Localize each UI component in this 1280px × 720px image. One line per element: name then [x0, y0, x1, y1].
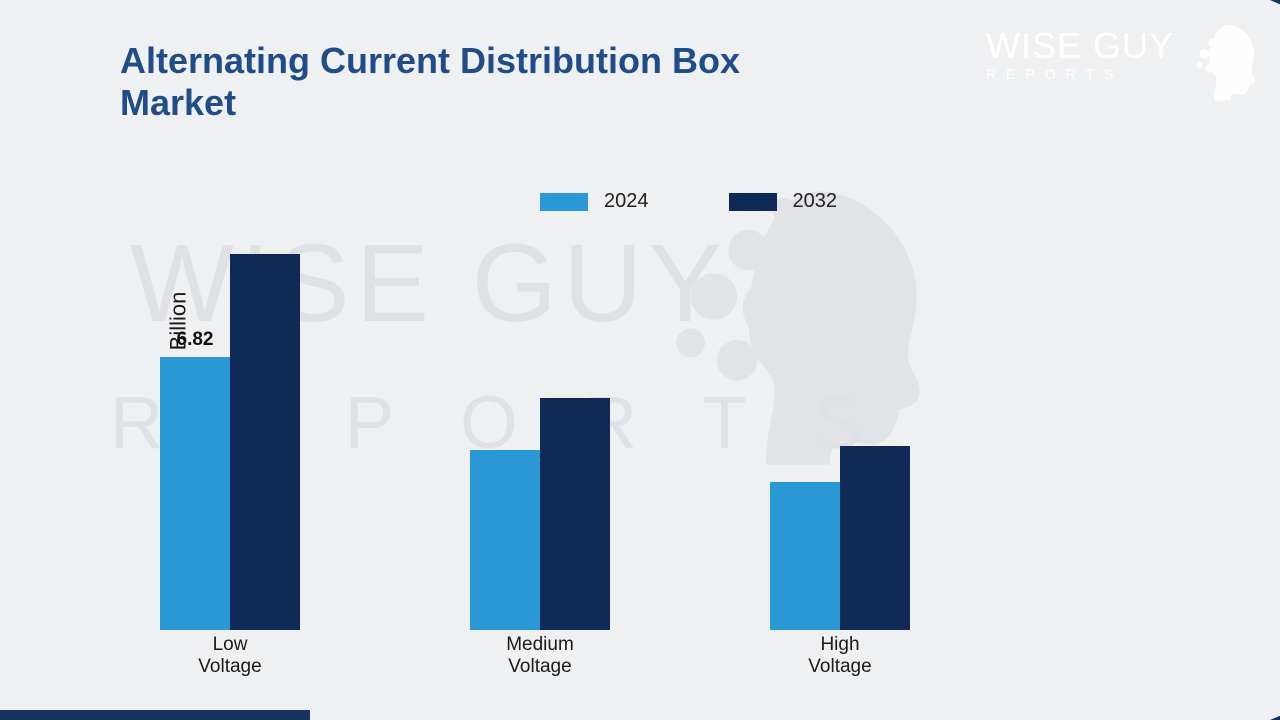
chart-legend: 2024 2032 — [540, 190, 837, 213]
bar — [470, 450, 540, 630]
bar-group: LowVoltage6.82 — [140, 230, 320, 630]
category-label: HighVoltage — [750, 634, 930, 678]
legend-item-2032: 2032 — [729, 190, 838, 213]
bar-group: HighVoltage — [750, 230, 930, 630]
bar — [540, 398, 610, 630]
legend-item-2024: 2024 — [540, 190, 649, 213]
legend-label-2024: 2024 — [604, 190, 649, 213]
bottom-accent-bar — [0, 710, 310, 720]
legend-label-2032: 2032 — [793, 190, 838, 213]
bar — [230, 254, 300, 630]
page-root: Alternating Current Distribution Box Mar… — [0, 0, 1280, 720]
legend-swatch-2032 — [729, 193, 777, 211]
bar — [160, 357, 230, 630]
bar — [840, 446, 910, 630]
bar-value-label: 6.82 — [160, 329, 230, 351]
plot-area: LowVoltage6.82 MediumVoltage HighVoltage — [130, 230, 950, 630]
bar-group: MediumVoltage — [450, 230, 630, 630]
bar-chart: Market Size in USD Billion 2024 2032 Low… — [70, 150, 970, 690]
category-label: MediumVoltage — [450, 634, 630, 678]
chart-title: Alternating Current Distribution Box Mar… — [120, 40, 820, 125]
legend-swatch-2024 — [540, 193, 588, 211]
bar — [770, 482, 840, 630]
head-silhouette-icon — [1182, 22, 1262, 102]
brand-logo: WISE GUY REPORTS — [986, 28, 1256, 82]
category-label: LowVoltage — [140, 634, 320, 678]
